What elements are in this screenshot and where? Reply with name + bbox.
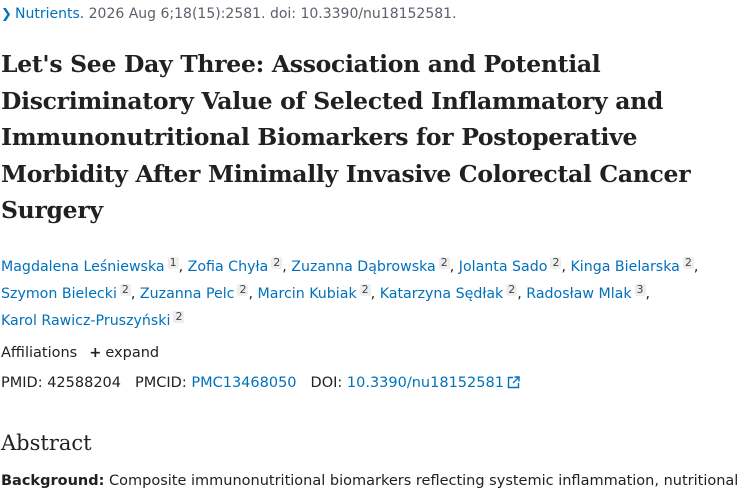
affiliation-ref[interactable]: 2 [119, 283, 131, 296]
author-link[interactable]: Zuzanna Pelc [139, 286, 235, 302]
author-link[interactable]: Katarzyna Sędłak [379, 286, 504, 302]
title-line: Discriminatory Value of Selected Inflamm… [1, 86, 664, 115]
title-line: Morbidity After Minimally Invasive Color… [1, 159, 691, 188]
background-text: Composite immunonutritional biomarkers r… [104, 473, 739, 489]
pmid-label: PMID: [1, 375, 43, 391]
expand-link[interactable]: expand [105, 345, 160, 361]
affiliation-ref[interactable]: 2 [359, 283, 371, 296]
author-link[interactable]: Zofia Chyła [187, 259, 269, 275]
title-line: Immunonutritional Biomarkers for Postope… [1, 123, 638, 151]
background-label: Background: [1, 473, 105, 489]
doi-label: DOI: [310, 375, 343, 391]
abstract-background: Background: Composite immunonutritional … [1, 470, 738, 492]
article-identifiers: PMID: 42588204 PMCID: PMC13468050 DOI: 10.… [1, 372, 520, 396]
author-link[interactable]: Kinga Bielarska [570, 259, 680, 275]
external-link-icon[interactable] [507, 374, 520, 396]
citation-line: ❯ Nutrients. 2026 Aug 6;18(15):2581. doi:… [1, 4, 457, 25]
affiliation-ref[interactable]: 2 [237, 283, 249, 296]
affiliation-ref[interactable]: 2 [271, 256, 283, 269]
author-row: Szymon Bielecki 2, Zuzanna Pelc 2, Marcin … [1, 283, 651, 303]
citation-details: 2026 Aug 6;18(15):2581. doi: 10.3390/nu1… [84, 6, 457, 22]
author-link[interactable]: Karol Rawicz-Pruszyński [1, 313, 171, 329]
author-link[interactable]: Szymon Bielecki [1, 286, 117, 302]
author-row: Karol Rawicz-Pruszyński 2 [1, 308, 750, 335]
article-title: Let's See Day Three: Association and Pot… [1, 46, 750, 229]
title-line: Surgery [1, 196, 103, 224]
affiliation-ref[interactable]: 2 [173, 310, 185, 323]
title-line: Let's See Day Three: Association and Pot… [1, 50, 601, 78]
plus-icon: + [89, 345, 102, 361]
pmcid-label: PMCID: [135, 375, 187, 391]
journal-link[interactable]: Nutrients. [15, 6, 85, 22]
affiliation-ref[interactable]: 2 [438, 256, 450, 269]
abstract-heading: Abstract [1, 431, 92, 455]
affiliation-ref[interactable]: 1 [167, 256, 179, 269]
author-link[interactable]: Magdalena Leśniewska [1, 259, 165, 275]
author-link[interactable]: Jolanta Sado [458, 259, 548, 275]
author-list: Magdalena Leśniewska 1, Zofia Chyła 2, Zuz… [1, 254, 750, 335]
affiliation-ref[interactable]: 2 [506, 283, 518, 296]
author-link[interactable]: Zuzanna Dąbrowska [291, 259, 436, 275]
author-link[interactable]: Marcin Kubiak [257, 286, 357, 302]
pmid-value: 42588204 [47, 375, 122, 391]
affiliation-ref[interactable]: 3 [634, 283, 646, 296]
author-link[interactable]: Radosław Mlak [526, 286, 632, 302]
chevron-right-icon[interactable]: ❯ [1, 7, 12, 22]
affiliation-ref[interactable]: 2 [550, 256, 562, 269]
affiliations-label: Affiliations [1, 345, 78, 361]
doi-link[interactable]: 10.3390/nu18152581 [346, 375, 504, 391]
pmcid-link[interactable]: PMC13468050 [191, 375, 297, 391]
affiliations-toggle[interactable]: Affiliations + expand [1, 342, 159, 364]
affiliation-ref[interactable]: 2 [682, 256, 694, 269]
author-row: Magdalena Leśniewska 1, Zofia Chyła 2, Zuz… [1, 256, 699, 276]
